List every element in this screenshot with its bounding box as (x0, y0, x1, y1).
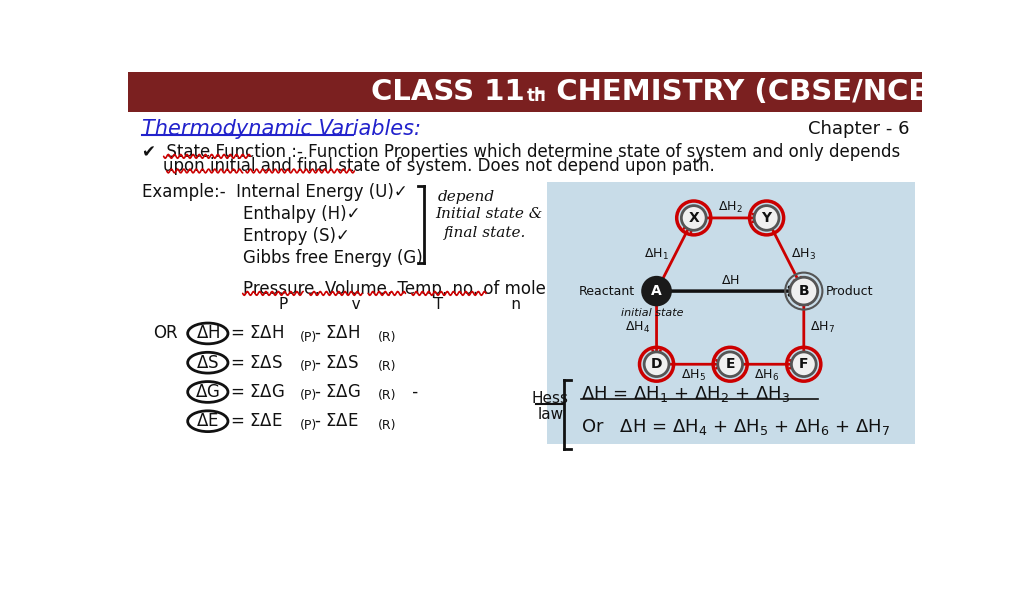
Text: Hess: Hess (531, 392, 569, 407)
Text: Or   $\Delta$H = $\Delta$H$_4$ + $\Delta$H$_5$ + $\Delta$H$_6$ + $\Delta$H$_7$: Or $\Delta$H = $\Delta$H$_4$ + $\Delta$H… (582, 417, 891, 438)
Text: law: law (538, 407, 563, 422)
Circle shape (644, 352, 669, 377)
Text: Chapter - 6: Chapter - 6 (808, 121, 909, 139)
Text: ✔  State Function :- Function Properties which determine state of system and onl: ✔ State Function :- Function Properties … (142, 143, 900, 161)
Text: (R): (R) (378, 389, 397, 402)
Text: = $\Sigma\Delta$E: = $\Sigma\Delta$E (230, 412, 283, 430)
Text: (R): (R) (378, 360, 397, 373)
Text: - $\Sigma\Delta$G: - $\Sigma\Delta$G (314, 383, 360, 401)
Text: P             v               T              n: P v T n (280, 297, 521, 312)
Circle shape (643, 277, 671, 305)
Text: upon initial and final state of system. Does not depend upon path.: upon initial and final state of system. … (142, 158, 715, 176)
Text: A: A (651, 284, 662, 298)
Text: D: D (651, 357, 663, 371)
Text: (P): (P) (300, 418, 317, 432)
Text: $\Delta$E: $\Delta$E (197, 412, 219, 430)
Text: Product: Product (825, 285, 873, 297)
Text: final state.: final state. (444, 226, 526, 241)
Text: Example:-  Internal Energy (U)✓: Example:- Internal Energy (U)✓ (142, 183, 408, 201)
Circle shape (755, 205, 779, 230)
Text: F: F (799, 357, 809, 371)
Text: - CHEMISTRY (CBSE/NCERT) - THERMODYNAMICS: - CHEMISTRY (CBSE/NCERT) - THERMODYNAMIC… (535, 78, 1024, 106)
Text: th: th (526, 87, 546, 105)
Text: X: X (688, 211, 699, 225)
Text: Gibbs free Energy (G): Gibbs free Energy (G) (243, 249, 423, 267)
Text: -: - (407, 383, 418, 401)
Text: $\Delta$H$_3$: $\Delta$H$_3$ (792, 247, 816, 262)
Text: (R): (R) (378, 418, 397, 432)
Text: Reactant: Reactant (579, 285, 635, 297)
Text: $\Delta$H = $\Delta$H$_1$ + $\Delta$H$_2$ + $\Delta$H$_3$: $\Delta$H = $\Delta$H$_1$ + $\Delta$H$_2… (582, 383, 791, 404)
Text: Pressure, Volume, Temp, no. of mole: Pressure, Volume, Temp, no. of mole (243, 280, 546, 298)
Circle shape (792, 352, 816, 377)
Text: (P): (P) (300, 360, 317, 373)
Text: (P): (P) (300, 389, 317, 402)
Text: $\Delta$H: $\Delta$H (196, 324, 220, 343)
Text: CLASS 11: CLASS 11 (371, 78, 524, 106)
Text: initial state: initial state (622, 308, 684, 318)
Text: $\Delta$H: $\Delta$H (721, 274, 739, 287)
Text: depend: depend (438, 190, 496, 204)
Text: - $\Sigma\Delta$H: - $\Sigma\Delta$H (314, 324, 360, 343)
Text: $\Delta$H$_4$: $\Delta$H$_4$ (626, 320, 650, 335)
Text: $\Delta$G: $\Delta$G (196, 383, 220, 401)
Text: $\Delta$H$_5$: $\Delta$H$_5$ (681, 368, 706, 383)
Text: = $\Sigma\Delta$G: = $\Sigma\Delta$G (230, 383, 285, 401)
Circle shape (790, 277, 818, 305)
Text: $\Delta$S: $\Delta$S (197, 353, 219, 372)
Text: (R): (R) (378, 331, 397, 344)
Text: Entropy (S)✓: Entropy (S)✓ (243, 227, 349, 245)
FancyBboxPatch shape (547, 181, 915, 444)
Circle shape (718, 352, 742, 377)
Text: OR: OR (153, 324, 177, 343)
Text: Initial state &: Initial state & (435, 207, 543, 221)
Text: Y: Y (762, 211, 772, 225)
Text: (P): (P) (300, 331, 317, 344)
Text: $\Delta$H$_7$: $\Delta$H$_7$ (810, 320, 835, 335)
Text: $\Delta$H$_6$: $\Delta$H$_6$ (755, 368, 779, 383)
Text: $\Delta$H$_2$: $\Delta$H$_2$ (718, 199, 742, 215)
Text: = $\Sigma\Delta$S: = $\Sigma\Delta$S (230, 353, 283, 372)
Text: - $\Sigma\Delta$S: - $\Sigma\Delta$S (314, 353, 358, 372)
FancyBboxPatch shape (128, 72, 922, 112)
Text: B: B (799, 284, 809, 298)
Text: Thermodynamic Variables:: Thermodynamic Variables: (142, 119, 421, 139)
Circle shape (681, 205, 707, 230)
Text: - $\Sigma\Delta$E: - $\Sigma\Delta$E (314, 412, 358, 430)
Text: Enthalpy (H)✓: Enthalpy (H)✓ (243, 205, 360, 223)
Text: = $\Sigma\Delta$H: = $\Sigma\Delta$H (230, 324, 285, 343)
Text: E: E (725, 357, 735, 371)
Text: $\Delta$H$_1$: $\Delta$H$_1$ (644, 247, 669, 262)
